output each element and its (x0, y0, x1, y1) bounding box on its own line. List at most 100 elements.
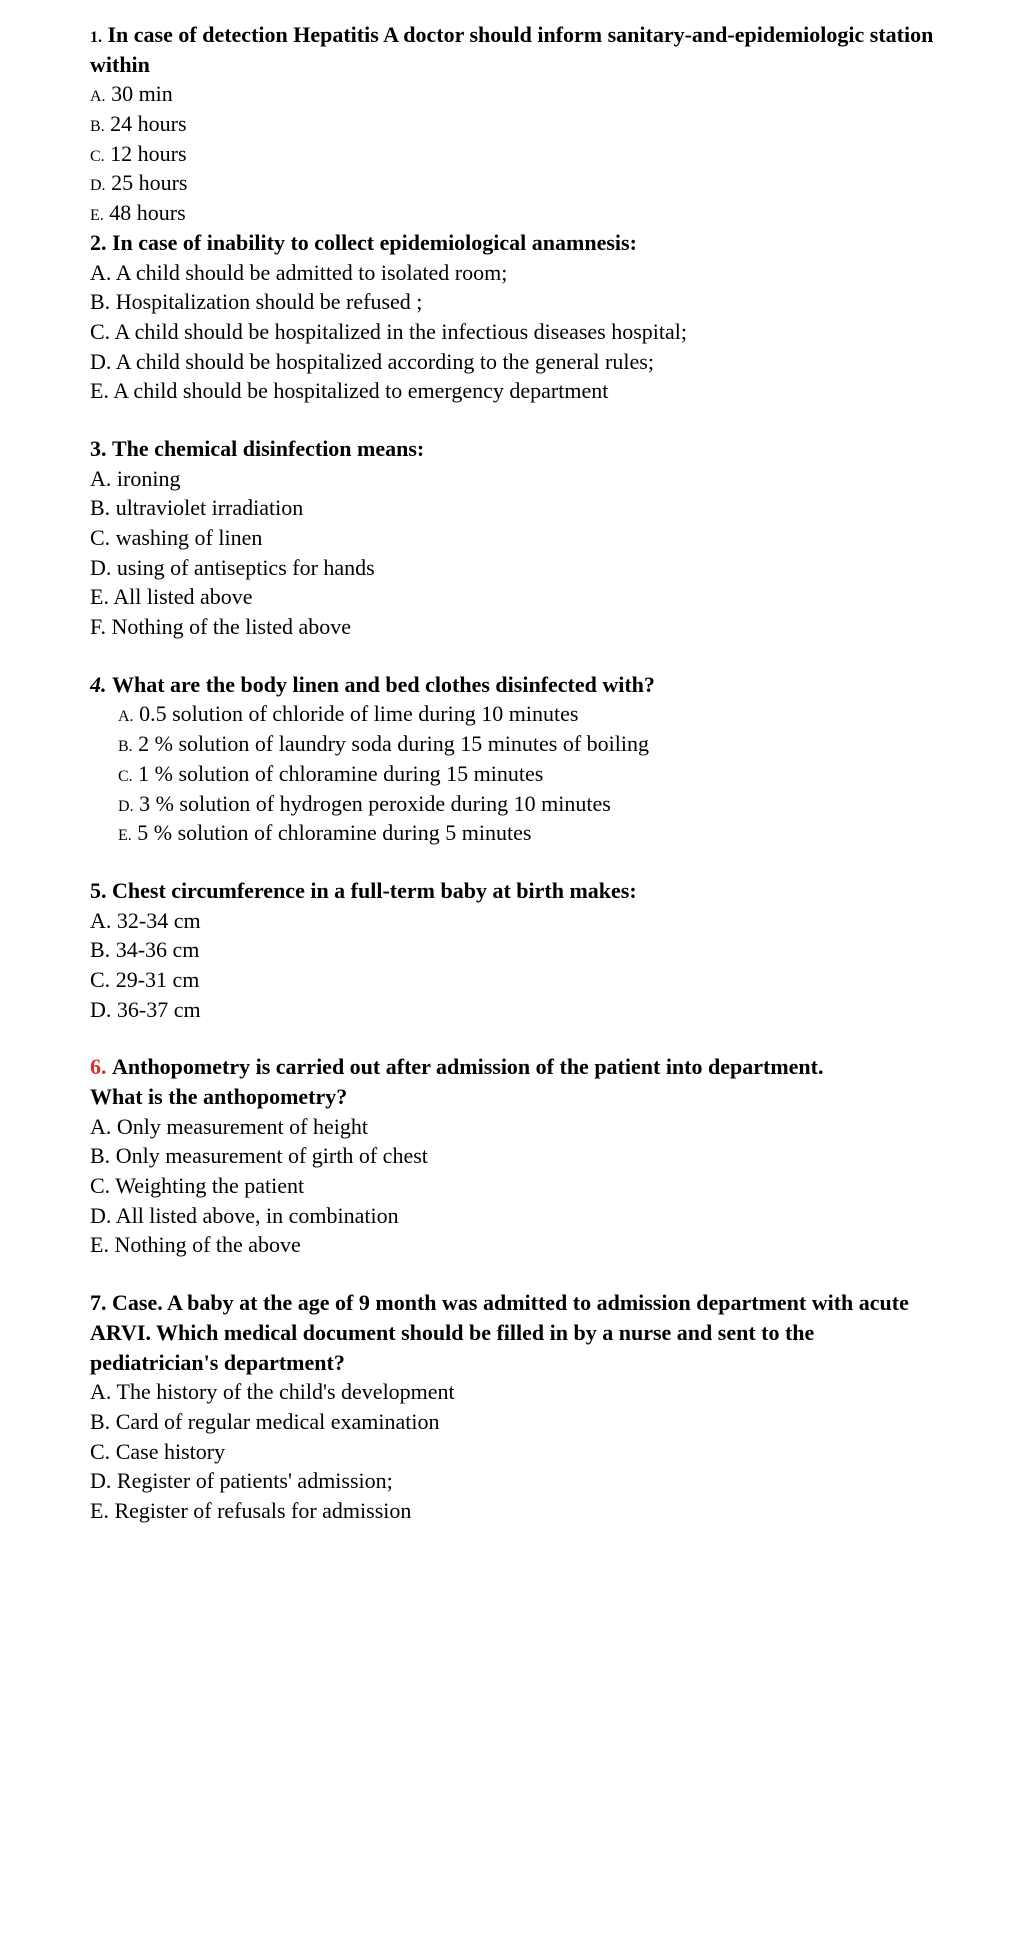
option-label: E. (90, 584, 109, 609)
option-text: Nothing of the above (114, 1232, 300, 1257)
option-text: 32-34 cm (117, 908, 201, 933)
answer-option: D. 25 hours (90, 168, 934, 198)
answer-option: A. A child should be admitted to isolate… (90, 258, 934, 288)
answer-option: E. Nothing of the above (90, 1230, 934, 1260)
option-label: A. (90, 1114, 111, 1139)
option-label: B. (90, 1143, 110, 1168)
question-stem: 4. What are the body linen and bed cloth… (90, 670, 934, 700)
option-label: C. (90, 1173, 110, 1198)
option-text: All listed above, in combination (116, 1203, 399, 1228)
answer-option: B. 24 hours (90, 109, 934, 139)
answer-option: A. 30 min (90, 79, 934, 109)
answer-option: A. 32-34 cm (90, 906, 934, 936)
option-label: B. (90, 289, 110, 314)
option-text: using of antiseptics for hands (117, 555, 375, 580)
answer-option: B. ultraviolet irradiation (90, 493, 934, 523)
option-text: Only measurement of girth of chest (116, 1143, 428, 1168)
option-label: F. (90, 614, 106, 639)
option-text: ironing (117, 466, 181, 491)
option-text: Register of patients' admission; (117, 1468, 393, 1493)
option-label: B. (90, 1409, 110, 1434)
answer-option: A. The history of the child's developmen… (90, 1377, 934, 1407)
question-text: The chemical disinfection means: (112, 436, 424, 461)
option-label: C. (90, 1439, 110, 1464)
answer-option: C. Case history (90, 1437, 934, 1467)
option-text: 12 hours (110, 141, 186, 166)
answer-option: C. Weighting the patient (90, 1171, 934, 1201)
option-label: C. (90, 148, 105, 165)
option-text: Case history (116, 1439, 225, 1464)
question-block: 6. Anthopometry is carried out after adm… (90, 1052, 934, 1260)
answer-option: D. using of antiseptics for hands (90, 553, 934, 583)
option-text: 2 % solution of laundry soda during 15 m… (138, 731, 649, 756)
question-text: In case of inability to collect epidemio… (112, 230, 637, 255)
answer-option: D. Register of patients' admission; (90, 1466, 934, 1496)
option-label: D. (90, 1468, 111, 1493)
question-block: 3. The chemical disinfection means:A. ir… (90, 434, 934, 642)
option-label: A. (90, 908, 111, 933)
question-number: 3. (90, 436, 107, 461)
question-stem: 5. Chest circumference in a full-term ba… (90, 876, 934, 906)
option-label: E. (90, 378, 109, 403)
option-text: Weighting the patient (115, 1173, 304, 1198)
option-text: A child should be hospitalized in the in… (114, 319, 687, 344)
answer-option: E. Register of refusals for admission (90, 1496, 934, 1526)
question-block: 2. In case of inability to collect epide… (90, 228, 934, 406)
option-text: 5 % solution of chloramine during 5 minu… (137, 820, 531, 845)
option-text: Nothing of the listed above (111, 614, 351, 639)
question-number: 5. (90, 878, 107, 903)
option-label: B. (90, 495, 110, 520)
option-label: A. (90, 1379, 111, 1404)
question-number: 6. (90, 1054, 107, 1079)
answer-option: B. 2 % solution of laundry soda during 1… (90, 729, 934, 759)
question-stem: 6. Anthopometry is carried out after adm… (90, 1052, 934, 1082)
option-text: 30 min (111, 81, 173, 106)
document-container: 1. In case of detection Hepatitis A doct… (90, 20, 934, 1526)
option-text: 48 hours (109, 200, 185, 225)
option-text: 34-36 cm (116, 937, 200, 962)
answer-option: E. A child should be hospitalized to eme… (90, 376, 934, 406)
option-label: E. (90, 207, 104, 224)
question-block: 5. Chest circumference in a full-term ba… (90, 876, 934, 1024)
question-number: 2. (90, 230, 107, 255)
question-stem: 3. The chemical disinfection means: (90, 434, 934, 464)
option-label: D. (118, 798, 134, 815)
option-text: 29-31 cm (116, 967, 200, 992)
option-text: 1 % solution of chloramine during 15 min… (138, 761, 543, 786)
answer-option: B. Only measurement of girth of chest (90, 1141, 934, 1171)
option-text: A child should be hospitalized to emerge… (113, 378, 608, 403)
option-label: A. (90, 466, 111, 491)
option-label: E. (90, 1498, 109, 1523)
question-number: 4. (90, 672, 107, 697)
option-text: Card of regular medical examination (116, 1409, 440, 1434)
answer-option: B. 34-36 cm (90, 935, 934, 965)
question-text: What are the body linen and bed clothes … (112, 672, 655, 697)
option-label: C. (90, 525, 110, 550)
question-stem: 1. In case of detection Hepatitis A doct… (90, 20, 934, 79)
question-stem: 7. Case. A baby at the age of 9 month wa… (90, 1288, 934, 1377)
option-text: Hospitalization should be refused ; (116, 289, 423, 314)
question-block: 4. What are the body linen and bed cloth… (90, 670, 934, 848)
question-text: Case. A baby at the age of 9 month was a… (90, 1290, 909, 1374)
answer-option: B. Card of regular medical examination (90, 1407, 934, 1437)
answer-option: C. 12 hours (90, 139, 934, 169)
question-text: Chest circumference in a full-term baby … (112, 878, 637, 903)
option-text: washing of linen (116, 525, 263, 550)
option-text: A child should be admitted to isolated r… (116, 260, 508, 285)
answer-option: E. All listed above (90, 582, 934, 612)
question-block: 7. Case. A baby at the age of 9 month wa… (90, 1288, 934, 1526)
answer-option: C. A child should be hospitalized in the… (90, 317, 934, 347)
question-text: Anthopometry is carried out after admiss… (112, 1054, 823, 1079)
question-text-secondary: What is the anthopometry? (90, 1082, 934, 1112)
option-text: 24 hours (110, 111, 186, 136)
answer-option: C. washing of linen (90, 523, 934, 553)
option-label: B. (90, 937, 110, 962)
option-label: D. (90, 177, 106, 194)
question-number: 7. (90, 1290, 107, 1315)
option-text: ultraviolet irradiation (116, 495, 304, 520)
answer-option: A. 0.5 solution of chloride of lime duri… (90, 699, 934, 729)
option-label: B. (118, 738, 133, 755)
answer-option: A. Only measurement of height (90, 1112, 934, 1142)
option-text: All listed above (113, 584, 252, 609)
answer-option: D. 3 % solution of hydrogen peroxide dur… (90, 789, 934, 819)
